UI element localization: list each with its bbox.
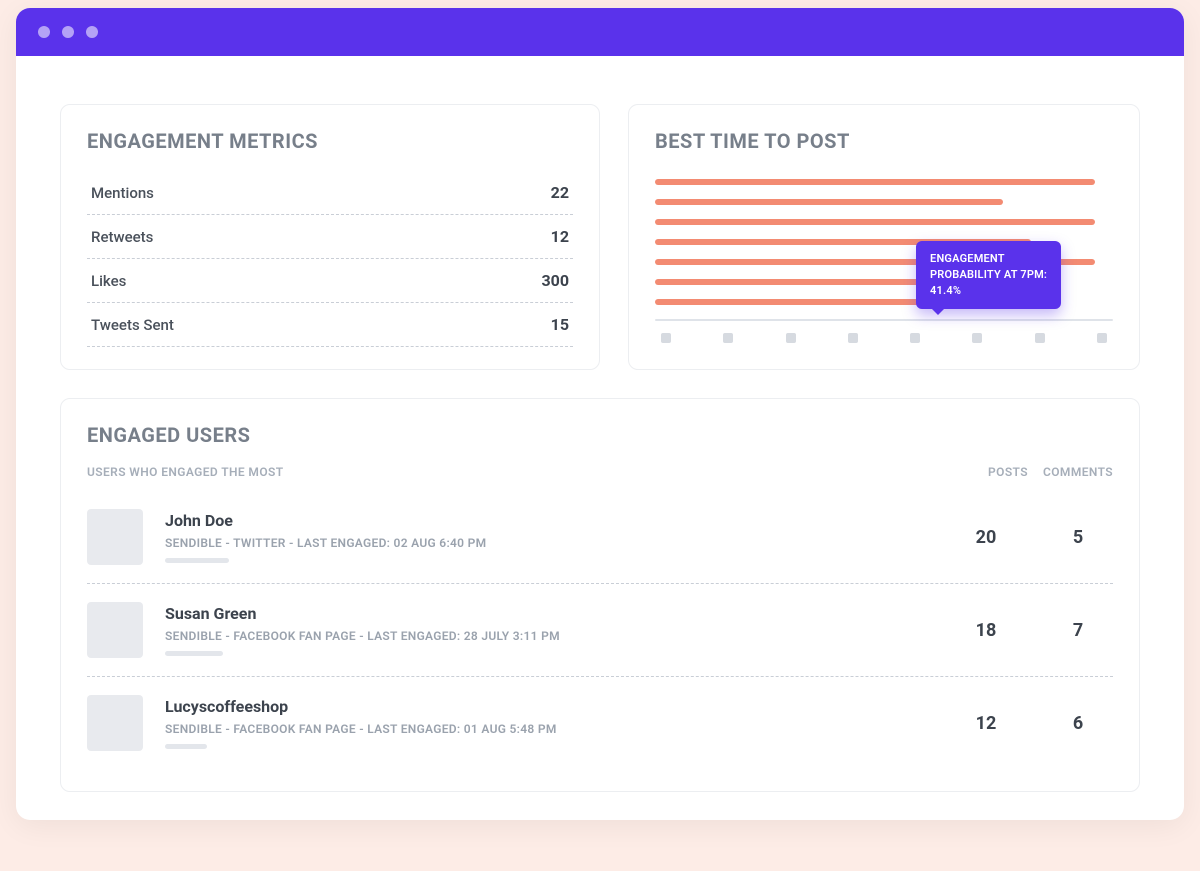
user-posts-count: 12 [951,713,1021,734]
chart-x-tick [910,333,920,343]
metric-row: Tweets Sent 15 [87,303,573,347]
chart-tooltip: ENGAGEMENT PROBABILITY AT 7PM: 41.4% [916,241,1061,309]
chart-bar[interactable] [655,219,1095,225]
best-time-card: BEST TIME TO POST ENGAGEMENT PROBABILITY… [628,104,1140,370]
window-close-dot[interactable] [38,26,50,38]
metric-value: 300 [541,271,569,290]
window-titlebar [16,8,1184,56]
user-posts-count: 18 [951,620,1021,641]
metric-label: Retweets [91,228,153,246]
user-info: Susan Green SENDIBLE - FACEBOOK FAN PAGE … [165,604,929,656]
user-engagement-bar [165,744,207,749]
user-row[interactable]: John Doe SENDIBLE - TWITTER - LAST ENGAGE… [87,491,1113,584]
chart-x-axis [655,319,1113,321]
engagement-metrics-card: ENGAGEMENT METRICS Mentions 22 Retweets 12 L… [60,104,600,370]
user-meta: SENDIBLE - FACEBOOK FAN PAGE - LAST ENGA… [165,722,929,736]
user-name: John Doe [165,511,929,530]
dashboard-content: ENGAGEMENT METRICS Mentions 22 Retweets 12 L… [16,56,1184,820]
user-name: Lucyscoffeeshop [165,697,929,716]
tooltip-line1: ENGAGEMENT [930,251,1047,267]
chart-bar[interactable] [655,179,1095,185]
tooltip-line2: PROBABILITY AT 7PM: [930,267,1047,283]
metric-label: Tweets Sent [91,316,174,334]
best-time-chart: ENGAGEMENT PROBABILITY AT 7PM: 41.4% [655,171,1113,343]
user-name: Susan Green [165,604,929,623]
engaged-users-subtitle: USERS WHO ENGAGED THE MOST [87,465,973,479]
chart-x-tick [848,333,858,343]
user-engagement-bar [165,651,223,656]
top-row: ENGAGEMENT METRICS Mentions 22 Retweets 12 L… [60,104,1140,370]
user-row[interactable]: Lucyscoffeeshop SENDIBLE - FACEBOOK FAN P… [87,677,1113,769]
user-comments-count: 5 [1043,527,1113,548]
user-info: John Doe SENDIBLE - TWITTER - LAST ENGAGE… [165,511,929,563]
metric-value: 22 [551,183,569,202]
metric-value: 15 [551,315,569,334]
user-meta: SENDIBLE - FACEBOOK FAN PAGE - LAST ENGA… [165,629,929,643]
user-meta: SENDIBLE - TWITTER - LAST ENGAGED: 02 AU… [165,536,929,550]
engaged-users-title: ENGAGED USERS [87,423,1113,447]
engaged-users-header: USERS WHO ENGAGED THE MOST POSTS COMMENT… [87,465,1113,479]
engagement-metrics-title: ENGAGEMENT METRICS [87,129,573,153]
avatar [87,509,143,565]
metric-label: Mentions [91,184,154,202]
engaged-users-card: ENGAGED USERS USERS WHO ENGAGED THE MOST… [60,398,1140,792]
user-info: Lucyscoffeeshop SENDIBLE - FACEBOOK FAN P… [165,697,929,749]
user-comments-count: 7 [1043,620,1113,641]
metric-row: Retweets 12 [87,215,573,259]
metric-row: Likes 300 [87,259,573,303]
window-maximize-dot[interactable] [86,26,98,38]
chart-x-tick [1035,333,1045,343]
metric-label: Likes [91,272,126,290]
chart-x-tick [661,333,671,343]
user-row[interactable]: Susan Green SENDIBLE - FACEBOOK FAN PAGE … [87,584,1113,677]
avatar [87,695,143,751]
avatar [87,602,143,658]
chart-x-tick [723,333,733,343]
user-engagement-bar [165,558,229,563]
engagement-metrics-list: Mentions 22 Retweets 12 Likes 300 Tweets Sent 1… [87,171,573,347]
metric-value: 12 [551,227,569,246]
user-comments-count: 6 [1043,713,1113,734]
metric-row: Mentions 22 [87,171,573,215]
user-posts-count: 20 [951,527,1021,548]
tooltip-line3: 41.4% [930,283,1047,299]
browser-window: ENGAGEMENT METRICS Mentions 22 Retweets 12 L… [16,8,1184,820]
chart-x-ticks [655,331,1113,343]
chart-bar[interactable] [655,199,1003,205]
best-time-title: BEST TIME TO POST [655,129,1113,153]
chart-x-tick [786,333,796,343]
column-comments: COMMENTS [1043,465,1113,479]
chart-x-tick [972,333,982,343]
window-minimize-dot[interactable] [62,26,74,38]
engaged-users-list: John Doe SENDIBLE - TWITTER - LAST ENGAGE… [87,491,1113,769]
column-posts: POSTS [973,465,1043,479]
chart-x-tick [1097,333,1107,343]
